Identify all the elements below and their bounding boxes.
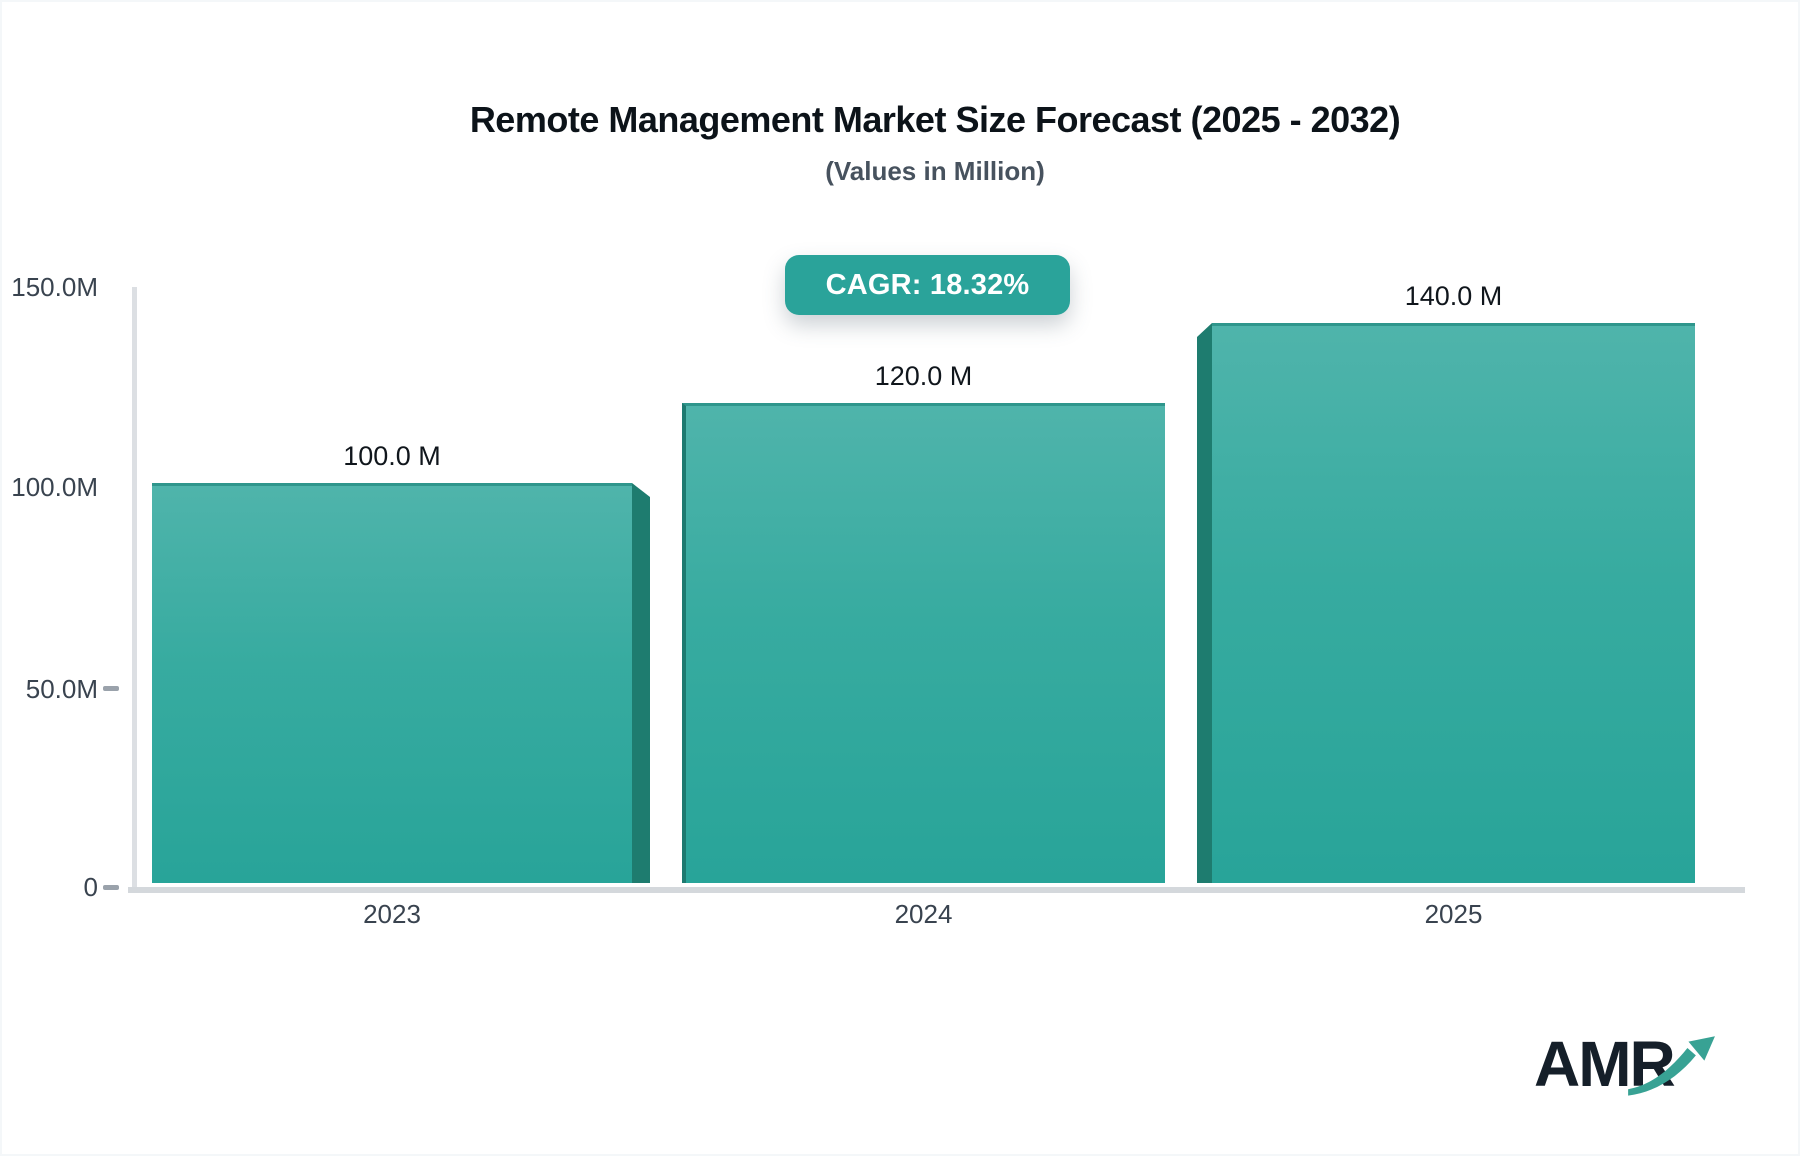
y-tick-mark-50m [103,686,119,691]
growth-arrow-icon [1628,1036,1715,1096]
bar-face-2023 [152,483,632,883]
cagr-badge: CAGR: 18.32% [785,255,1070,315]
x-tick-label-2023: 2023 [363,899,421,929]
cagr-badge-label: CAGR: 18.32% [825,268,1030,301]
bar-face-2024 [682,403,1165,883]
bar-side-3d-2023 [632,483,650,883]
y-axis-line [132,287,137,888]
chart-subtitle: (Values in Million) [825,156,1045,186]
bar-value-label-2023: 100.0 M [343,441,441,471]
bar-side-3d-2025 [1197,323,1212,883]
x-tick-label-2025: 2025 [1424,899,1483,929]
chart-title: Remote Management Market Size Forecast (… [469,99,1401,140]
bar-value-label-2025: 140.0 M [1404,281,1503,311]
amr-logo: AMR [1534,1028,1744,1120]
y-tick-label-50m: 50.0M [25,674,98,704]
bar-value-label-2024: 120.0 M [874,361,973,391]
y-tick-label-100m: 100.0M [11,472,98,502]
y-tick-label-150m: 150.0M [11,272,98,302]
y-tick-mark-0 [103,885,119,890]
x-axis-line [128,887,1745,893]
bar-face-2025 [1212,323,1695,883]
x-tick-label-2024: 2024 [894,899,953,929]
y-tick-label-0: 0 [83,872,98,902]
chart-header: Remote Management Market Size Forecast (… [132,98,1738,186]
